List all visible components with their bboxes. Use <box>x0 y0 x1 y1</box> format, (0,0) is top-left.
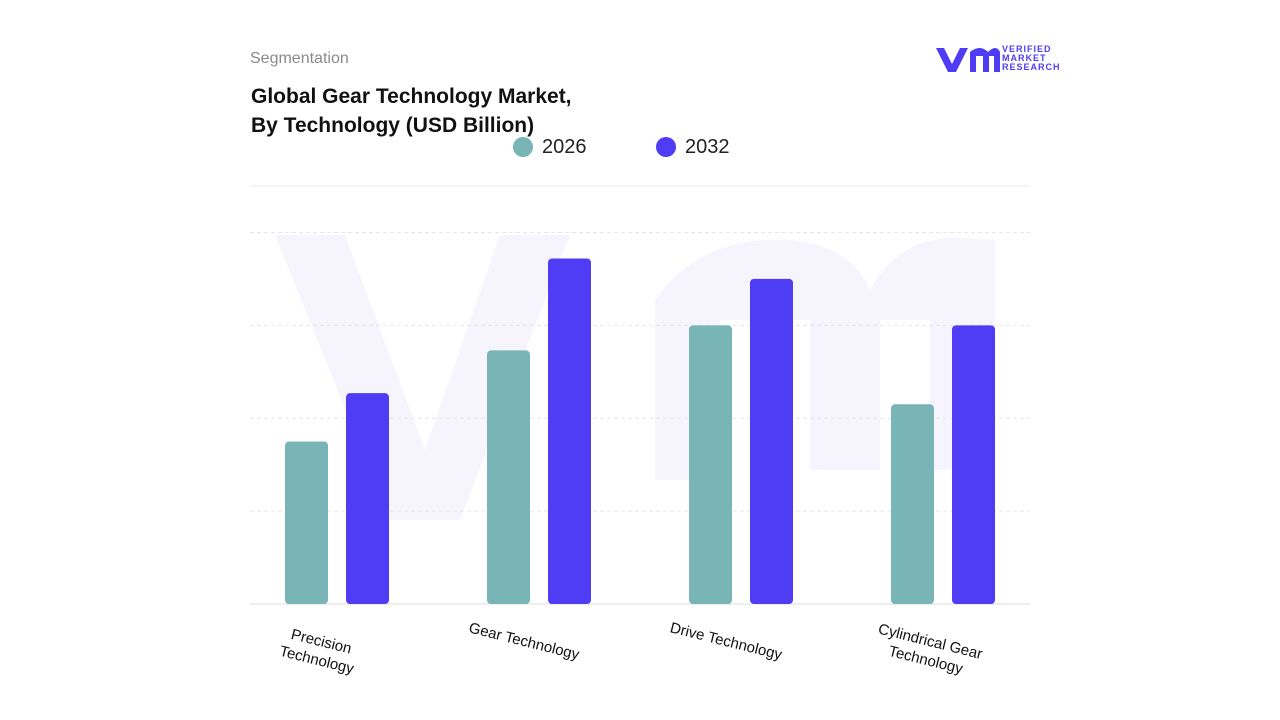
bar <box>689 325 732 604</box>
logo <box>936 48 1000 72</box>
legend-marker <box>656 137 676 157</box>
logo-shape <box>970 48 1000 72</box>
legend-marker <box>513 137 533 157</box>
watermark-shape <box>275 235 570 520</box>
bar <box>487 350 530 604</box>
brand-line: MARKET <box>1002 53 1047 63</box>
watermark-shape <box>655 237 995 480</box>
watermark <box>275 235 995 520</box>
section-label: Segmentation <box>250 50 349 67</box>
legend-label: 2032 <box>685 136 730 158</box>
bar <box>346 393 389 604</box>
bar <box>952 325 995 604</box>
bar <box>285 441 328 604</box>
chart-title: Global Gear Technology Market, By Techno… <box>251 85 572 137</box>
brand-line: RESEARCH <box>1002 62 1061 72</box>
logo-shape <box>936 48 968 72</box>
bar <box>750 278 793 604</box>
bar <box>548 258 591 604</box>
brand-line: VERIFIED <box>1002 44 1052 54</box>
brand: VERIFIED MARKET RESEARCH <box>1002 45 1061 72</box>
legend-label: 2026 <box>542 136 587 158</box>
bar <box>891 404 934 604</box>
